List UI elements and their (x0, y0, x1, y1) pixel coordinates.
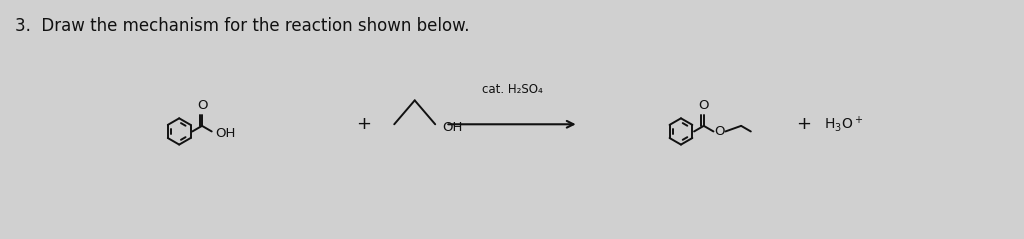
Text: +: + (356, 115, 371, 133)
Text: cat. H₂SO₄: cat. H₂SO₄ (481, 83, 543, 96)
Text: H$_3$O$^+$: H$_3$O$^+$ (824, 114, 863, 134)
Text: O: O (698, 99, 709, 112)
Text: +: + (797, 115, 811, 133)
Text: 3.  Draw the mechanism for the reaction shown below.: 3. Draw the mechanism for the reaction s… (15, 17, 469, 35)
Text: OH: OH (442, 121, 463, 134)
Text: OH: OH (216, 127, 237, 140)
Text: O: O (197, 99, 207, 112)
Text: O: O (715, 125, 725, 138)
